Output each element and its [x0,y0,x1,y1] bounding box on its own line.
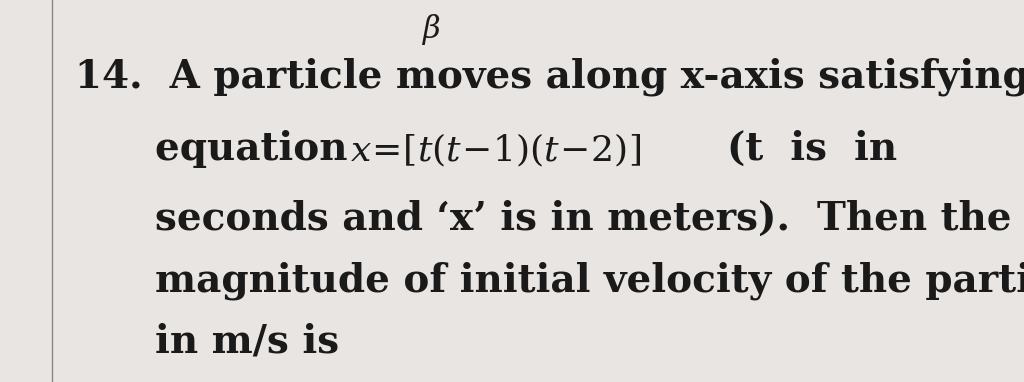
Text: equation: equation [155,130,375,168]
Text: seconds and ‘x’ is in meters).  Then the: seconds and ‘x’ is in meters). Then the [155,200,1012,238]
Text: (t  is  in: (t is in [700,130,897,168]
Text: $\beta$: $\beta$ [422,12,441,47]
Text: in m/s is: in m/s is [155,322,339,360]
Text: magnitude of initial velocity of the particle: magnitude of initial velocity of the par… [155,262,1024,301]
Text: $x\!=\!\left[t(t\!-\!1)(t\!-\!2)\right]$: $x\!=\!\left[t(t\!-\!1)(t\!-\!2)\right]$ [350,132,641,169]
Text: 14.  A particle moves along x-axis satisfying the: 14. A particle moves along x-axis satisf… [75,58,1024,97]
